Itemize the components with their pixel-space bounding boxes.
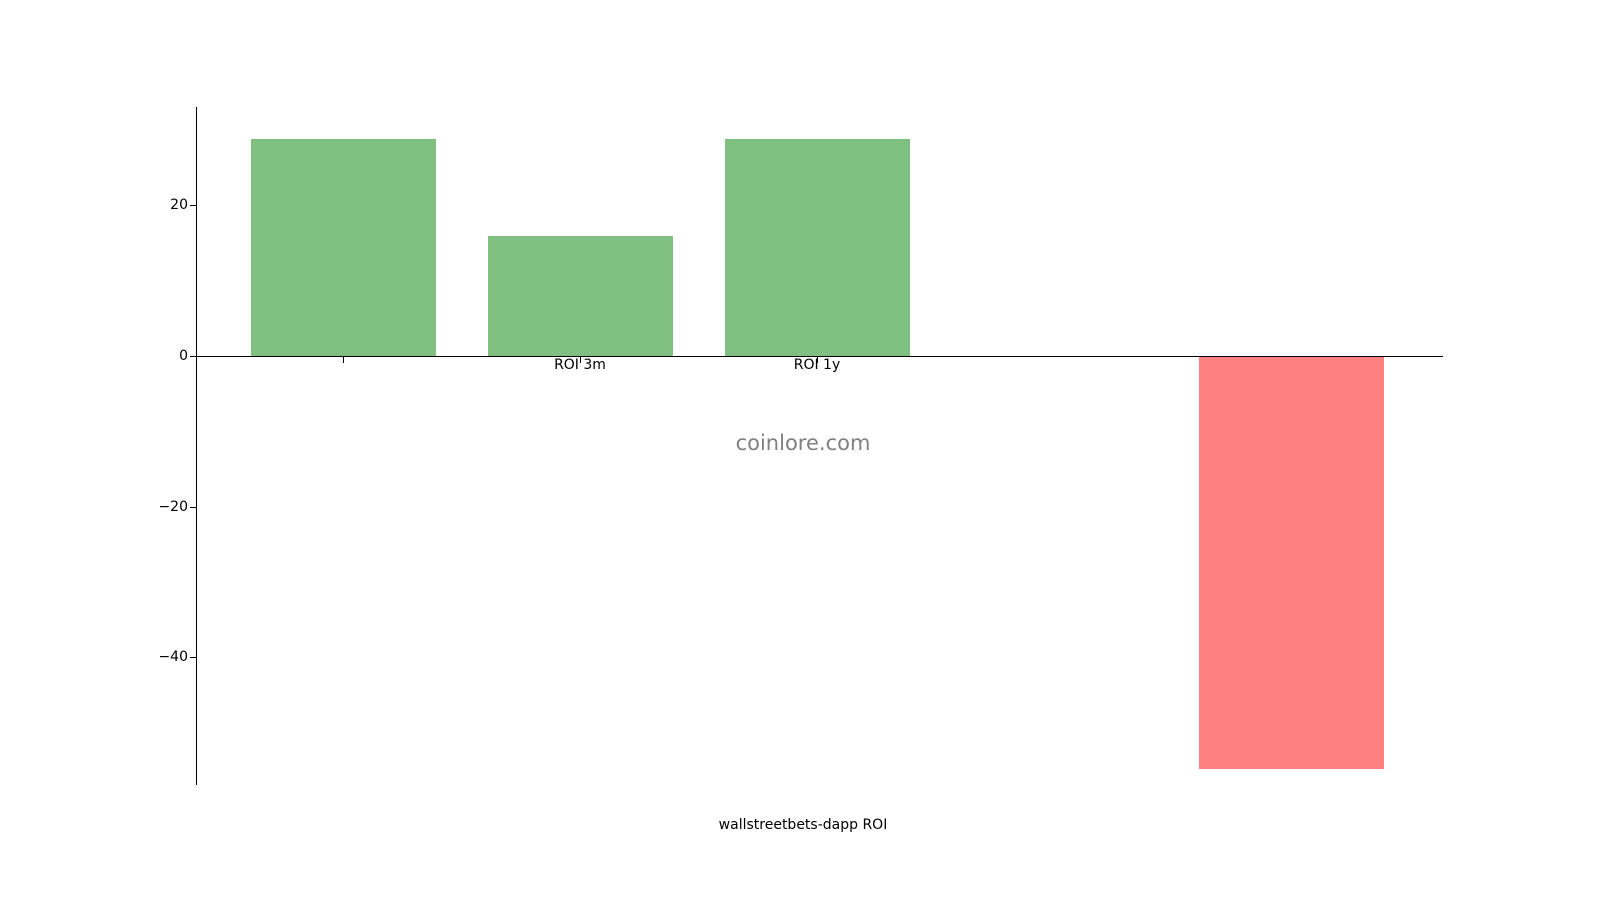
bar-roi-3m [487, 235, 673, 356]
x-axis-zero-line [196, 356, 1443, 357]
y-axis-line [196, 107, 197, 785]
x-tick-label: ROI 1y [793, 357, 841, 373]
y-tick-mark [190, 356, 196, 357]
y-tick-label: −20 [158, 498, 188, 515]
y-tick-label: −40 [158, 649, 188, 666]
bar-slot-0 [250, 139, 436, 356]
y-tick-mark [190, 205, 196, 207]
bar-roi-1y [724, 139, 910, 356]
x-tick-mark [817, 357, 818, 363]
x-tick-label: ROI 3m [554, 357, 606, 373]
y-tick-label: 0 [179, 348, 188, 364]
y-tick-label: 20 [170, 197, 188, 214]
chart-title: wallstreetbets-dapp ROI [718, 817, 888, 833]
x-tick-mark [580, 357, 581, 363]
watermark: coinlore.com [735, 431, 871, 455]
bar-slot-4 [1198, 357, 1384, 769]
x-tick-mark [343, 357, 344, 363]
y-tick-mark [190, 506, 196, 508]
y-tick-mark [190, 657, 196, 659]
